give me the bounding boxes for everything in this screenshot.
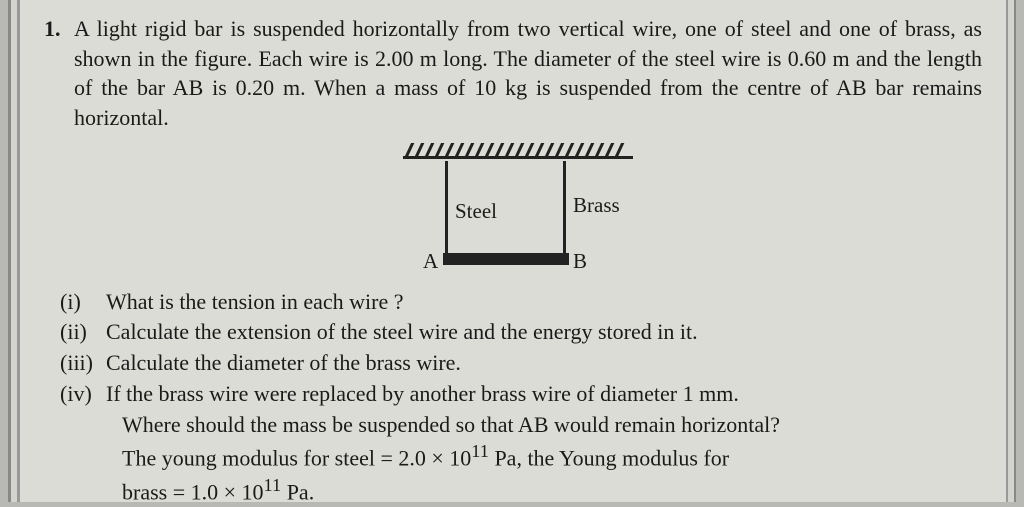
hatch-line [482,143,494,159]
page-inner: 1. A light rigid bar is suspended horizo… [17,0,1008,502]
hatch-line [512,143,524,159]
end-label-a: A [423,247,438,275]
subpart-i: (i) What is the tension in each wire ? [60,287,982,317]
hatch-line [412,143,424,159]
figure: Steel Brass A B [373,139,653,279]
hatch-line [472,143,484,159]
hatch-line [592,143,604,159]
subpart-ii: (ii) Calculate the extension of the stee… [60,317,982,347]
page-wrapper: 1. A light rigid bar is suspended horizo… [8,0,1016,502]
problem-number: 1. [44,14,74,133]
hatch-line [542,143,554,159]
subpart-text: Calculate the diameter of the brass wire… [106,348,982,378]
problem-block: 1. A light rigid bar is suspended horizo… [44,14,982,507]
ceiling [403,143,633,159]
modulus-text: The young modulus for steel = 2.0 × 10 [122,446,471,471]
hatch-line [492,143,504,159]
brass-label: Brass [573,191,620,219]
figure-area: Steel Brass A B [44,139,982,279]
hatch-line [582,143,594,159]
hatch-line [522,143,534,159]
exponent: 11 [471,441,489,461]
subpart-text: What is the tension in each wire ? [106,287,982,317]
steel-label: Steel [455,197,497,225]
brass-wire [563,161,566,253]
hatch-line [403,143,415,159]
hatch-line [452,143,464,159]
hatch-line [532,143,544,159]
subpart-iv-line3: The young modulus for steel = 2.0 × 1011… [122,439,982,473]
subpart-text: If the brass wire were replaced by anoth… [106,379,982,409]
end-label-b: B [573,247,587,275]
subpart-iii: (iii) Calculate the diameter of the bras… [60,348,982,378]
modulus-text: Pa. [281,480,314,505]
hatch-line [602,143,614,159]
modulus-text: brass = 1.0 × 10 [122,480,264,505]
hatch-line [572,143,584,159]
modulus-text: Pa, the Young modulus for [489,446,729,471]
hatch-line [552,143,564,159]
problem-statement: 1. A light rigid bar is suspended horizo… [44,14,982,133]
hatch-line [612,143,624,159]
problem-text: A light rigid bar is suspended horizonta… [74,14,982,133]
subpart-num: (ii) [60,317,106,347]
subpart-num: (i) [60,287,106,317]
hatch-line [432,143,444,159]
subparts: (i) What is the tension in each wire ? (… [60,287,982,507]
hatch-line [502,143,514,159]
exponent: 11 [264,475,282,495]
subpart-num: (iv) [60,379,106,409]
hatch-line [462,143,474,159]
subpart-iv-line2: Where should the mass be suspended so th… [122,410,982,440]
hatch-line [442,143,454,159]
steel-wire [445,161,448,253]
hatch-line [562,143,574,159]
subpart-num: (iii) [60,348,106,378]
subpart-text: Calculate the extension of the steel wir… [106,317,982,347]
subpart-iv: (iv) If the brass wire were replaced by … [60,379,982,409]
bar-ab [443,253,569,265]
hatch-line [422,143,434,159]
